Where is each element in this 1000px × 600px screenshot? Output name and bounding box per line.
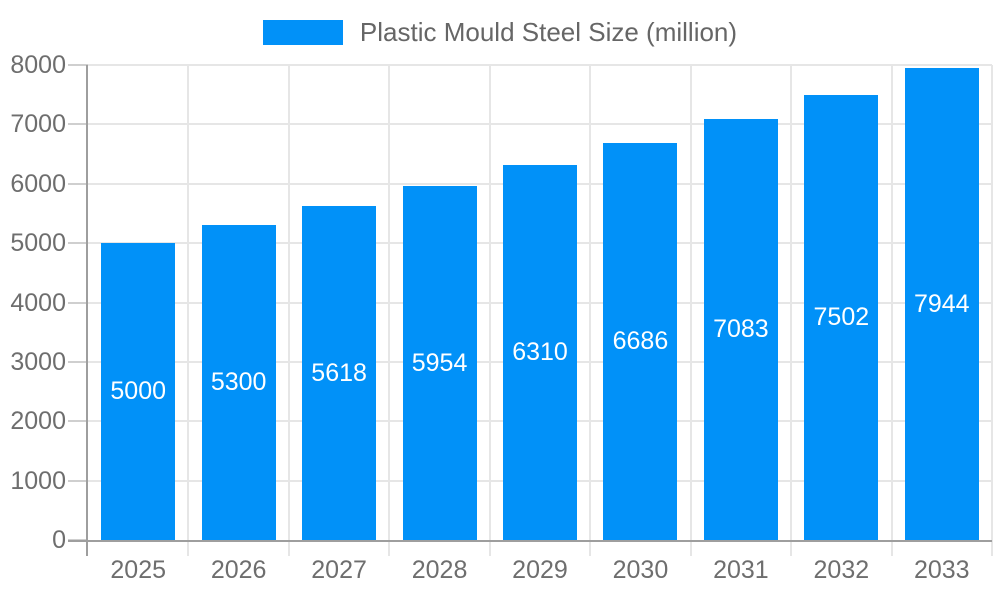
y-tick (68, 420, 88, 423)
legend-label: Plastic Mould Steel Size (million) (359, 16, 738, 47)
x-gridline (589, 65, 592, 556)
x-axis-label: 2032 (813, 556, 870, 584)
bar-2028[interactable]: 5954 (402, 186, 477, 540)
y-axis-label: 6000 (10, 169, 66, 198)
x-gridline (187, 65, 190, 556)
y-axis-label: 1000 (10, 466, 66, 495)
bar-2030[interactable]: 6686 (603, 143, 678, 540)
legend: Plastic Mould Steel Size (million) (0, 12, 1000, 52)
y-axis-label: 7000 (10, 110, 66, 139)
x-axis-label: 2025 (110, 556, 167, 584)
bar-2029[interactable]: 6310 (503, 165, 577, 540)
x-gridline (287, 65, 290, 556)
x-axis-label: 2033 (913, 556, 970, 584)
y-tick (68, 479, 88, 482)
legend-item[interactable]: Plastic Mould Steel Size (million) (262, 16, 738, 48)
x-axis-label: 2029 (512, 556, 568, 584)
x-axis-label: 2026 (210, 556, 267, 584)
y-gridline (88, 123, 992, 126)
bar-value-label: 6310 (512, 338, 568, 367)
y-tick (68, 242, 88, 245)
x-axis-line (68, 540, 992, 542)
legend-swatch-icon (262, 19, 343, 45)
x-gridline (890, 65, 893, 556)
x-axis-label: 2030 (612, 556, 669, 584)
y-tick (68, 182, 88, 185)
x-axis-label: 2028 (411, 556, 468, 584)
bar-value-label: 6686 (612, 327, 669, 355)
bar-2026[interactable]: 5300 (201, 225, 276, 540)
y-axis-label: 5000 (10, 229, 66, 258)
y-axis-label: 3000 (10, 347, 66, 376)
bar-value-label: 5954 (411, 348, 468, 377)
y-axis-label: 4000 (10, 288, 66, 317)
x-gridline (388, 65, 391, 556)
y-tick (68, 360, 88, 363)
y-tick (68, 301, 88, 304)
bar-2033[interactable]: 7944 (904, 68, 979, 540)
bar-2032[interactable]: 7502 (804, 94, 879, 540)
bar-value-label: 7502 (813, 302, 870, 331)
y-axis-label: 2000 (10, 407, 66, 436)
x-gridline (488, 65, 491, 556)
y-axis-label: 8000 (10, 51, 66, 79)
x-gridline (991, 65, 993, 556)
bar-value-label: 5618 (311, 358, 367, 387)
y-tick (68, 64, 88, 66)
x-axis-label: 2031 (713, 556, 769, 584)
y-gridline (88, 64, 992, 66)
bar-2025[interactable]: 5000 (101, 243, 176, 540)
bar-value-label: 7944 (913, 289, 970, 318)
y-tick (68, 123, 88, 126)
y-axis-label: 0 (52, 526, 66, 554)
y-axis-line (86, 65, 88, 556)
x-gridline (790, 65, 793, 556)
bar-value-label: 7083 (713, 315, 769, 344)
x-axis-label: 2027 (311, 556, 367, 584)
bar-2031[interactable]: 7083 (703, 119, 778, 540)
bar-value-label: 5000 (110, 377, 167, 406)
x-gridline (689, 65, 692, 556)
bar-2027[interactable]: 5618 (302, 206, 377, 540)
bar-value-label: 5300 (210, 368, 267, 397)
